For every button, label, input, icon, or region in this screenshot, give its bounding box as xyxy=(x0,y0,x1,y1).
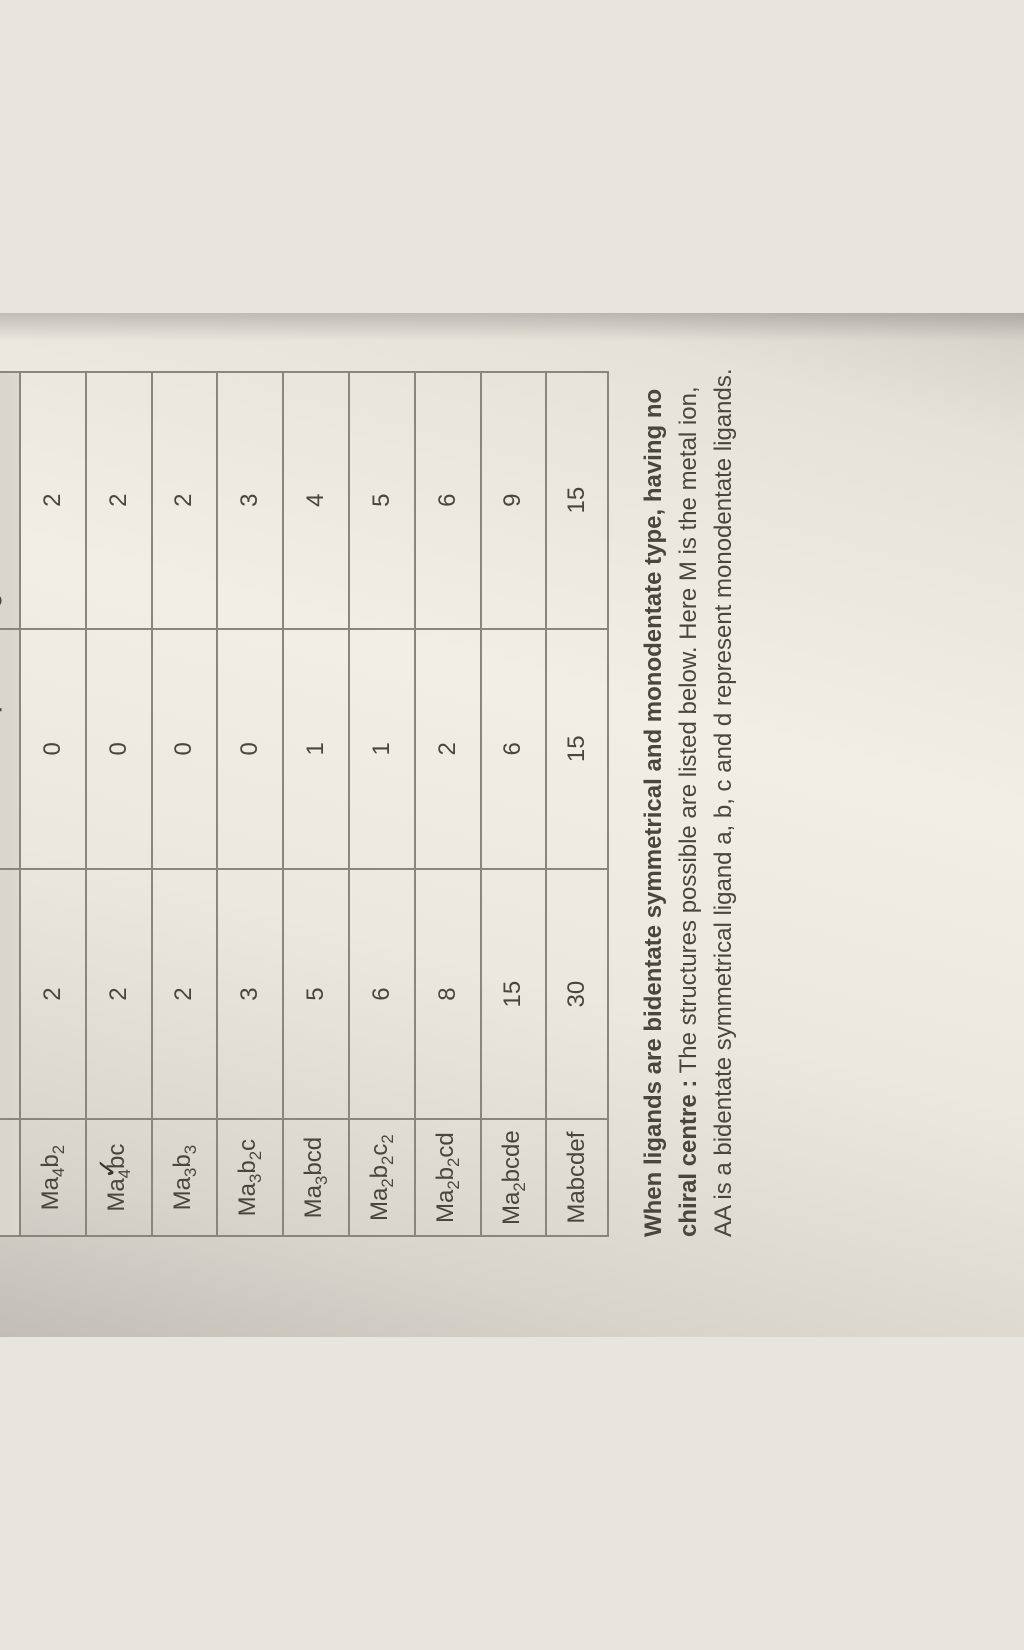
table-row: Mabcdef301515 xyxy=(546,372,608,1236)
cell-formula: Ma2b2c2 xyxy=(349,1119,415,1236)
cell-stereo: 30 xyxy=(546,869,608,1119)
cell-formula: Ma2bcde xyxy=(481,1119,547,1236)
table-row: Ma2bcde1569 xyxy=(481,372,547,1236)
cell-stereo: 3 xyxy=(217,869,283,1119)
cell-geom: 5 xyxy=(349,372,415,629)
col-formula: Formula xyxy=(0,1119,20,1236)
cell-stereo: 2 xyxy=(152,869,218,1119)
cell-stereo: 2 xyxy=(20,869,86,1119)
cell-geom: 6 xyxy=(415,372,481,629)
cell-stereo: 8 xyxy=(415,869,481,1119)
col-stereo: Possible number of stereoisomers xyxy=(0,869,20,1119)
body-paragraph: When ligands are bidentate symmetrical a… xyxy=(637,353,741,1237)
table-body: Ma4b2202Ma4bc202Ma3b3202Ma3b2c303Ma3bcd5… xyxy=(20,372,608,1236)
cell-stereo: 6 xyxy=(349,869,415,1119)
cell-enant: 15 xyxy=(546,629,608,869)
tick-mark-icon: ✓ xyxy=(92,1157,123,1179)
cell-geom: 4 xyxy=(283,372,349,629)
cell-stereo: 15 xyxy=(481,869,547,1119)
table-row: Ma4bc202 xyxy=(86,372,152,1236)
page-scan: 132 Coordination Compounds Board & Compe… xyxy=(0,313,1024,1337)
table-header-row: Formula Possible number of stereoisomers… xyxy=(0,372,20,1236)
cell-enant: 6 xyxy=(481,629,547,869)
cell-formula: Ma2b2cd xyxy=(415,1119,481,1236)
cell-enant: 0 xyxy=(217,629,283,869)
page-edge-shadow xyxy=(0,313,1024,341)
cell-geom: 3 xyxy=(217,372,283,629)
cell-stereo: 5 xyxy=(283,869,349,1119)
table-row: Ma3b3202 xyxy=(152,372,218,1236)
table-row: Ma4b2202 xyxy=(20,372,86,1236)
cell-formula: Mabcdef xyxy=(546,1119,608,1236)
cell-enant: 1 xyxy=(349,629,415,869)
cell-enant: 0 xyxy=(152,629,218,869)
cell-formula: Ma3b3 xyxy=(152,1119,218,1236)
cell-stereo: 2 xyxy=(86,869,152,1119)
table-row: Ma2b2cd826 xyxy=(415,372,481,1236)
cell-geom: 9 xyxy=(481,372,547,629)
cell-enant: 1 xyxy=(283,629,349,869)
cell-formula: Ma3bcd xyxy=(283,1119,349,1236)
col-enant: Possible number of enantiomer pairs xyxy=(0,629,20,869)
col-geom: Possible number of geometrical isomers xyxy=(0,372,20,629)
cell-enant: 2 xyxy=(415,629,481,869)
table-row: Ma3b2c303 xyxy=(217,372,283,1236)
isomerism-table: Formula Possible number of stereoisomers… xyxy=(0,371,609,1237)
cell-enant: 0 xyxy=(86,629,152,869)
cell-geom: 15 xyxy=(546,372,608,629)
cell-geom: 2 xyxy=(152,372,218,629)
cell-formula: Ma3b2c xyxy=(217,1119,283,1236)
table-row: Ma3bcd514 xyxy=(283,372,349,1236)
cell-formula: Ma4b2 xyxy=(20,1119,86,1236)
cell-geom: 2 xyxy=(86,372,152,629)
cell-enant: 0 xyxy=(20,629,86,869)
table-row: Ma2b2c2615 xyxy=(349,372,415,1236)
cell-geom: 2 xyxy=(20,372,86,629)
